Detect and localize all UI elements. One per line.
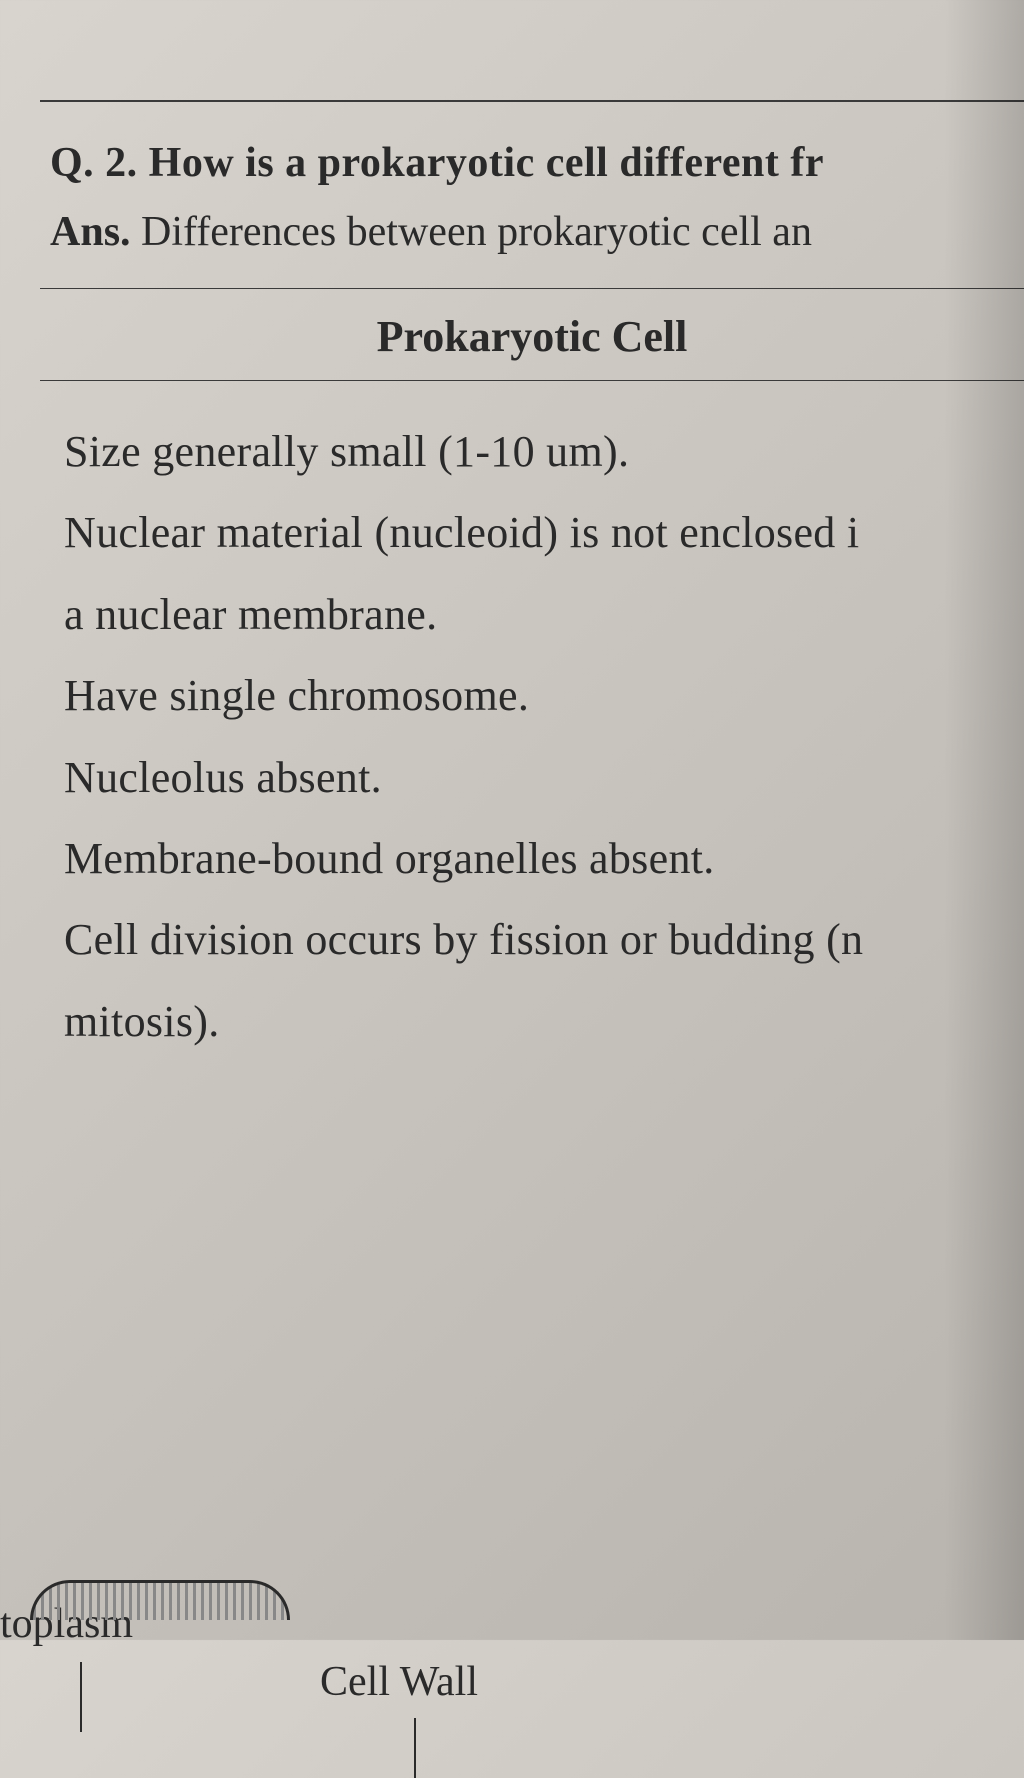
- table-row: a nuclear membrane.: [64, 574, 1024, 655]
- table-row: Nucleolus absent.: [64, 737, 1024, 818]
- pointer-line: [80, 1662, 82, 1732]
- question-number: Q. 2.: [50, 140, 138, 186]
- pointer-line: [414, 1718, 416, 1778]
- question-answer-block: Q. 2. How is a prokaryotic cell differen…: [40, 102, 1024, 288]
- table-row: mitosis).: [64, 981, 1024, 1062]
- textbook-page: Q. 2. How is a prokaryotic cell differen…: [0, 0, 1024, 1062]
- table-header-row: Prokaryotic Cell: [40, 289, 1024, 380]
- question-line: Q. 2. How is a prokaryotic cell differen…: [50, 132, 1024, 195]
- table-body: Size generally small (1-10 um). Nuclear …: [40, 381, 1024, 1062]
- cell-diagram-outline: [30, 1580, 290, 1620]
- answer-label: Ans.: [50, 209, 131, 255]
- table-column-header: Prokaryotic Cell: [377, 312, 688, 361]
- table-row: Cell division occurs by fission or buddi…: [64, 899, 1024, 980]
- table-row: Nuclear material (nucleoid) is not enclo…: [64, 492, 1024, 573]
- table-row: Membrane-bound organelles absent.: [64, 818, 1024, 899]
- answer-text: Differences between prokaryotic cell an: [141, 209, 812, 255]
- table-row: Have single chromosome.: [64, 655, 1024, 736]
- table-row: Size generally small (1-10 um).: [64, 411, 1024, 492]
- answer-line: Ans. Differences between prokaryotic cel…: [50, 201, 1024, 264]
- question-text: How is a prokaryotic cell different fr: [149, 140, 824, 186]
- diagram-label-cellwall: Cell Wall: [320, 1658, 478, 1706]
